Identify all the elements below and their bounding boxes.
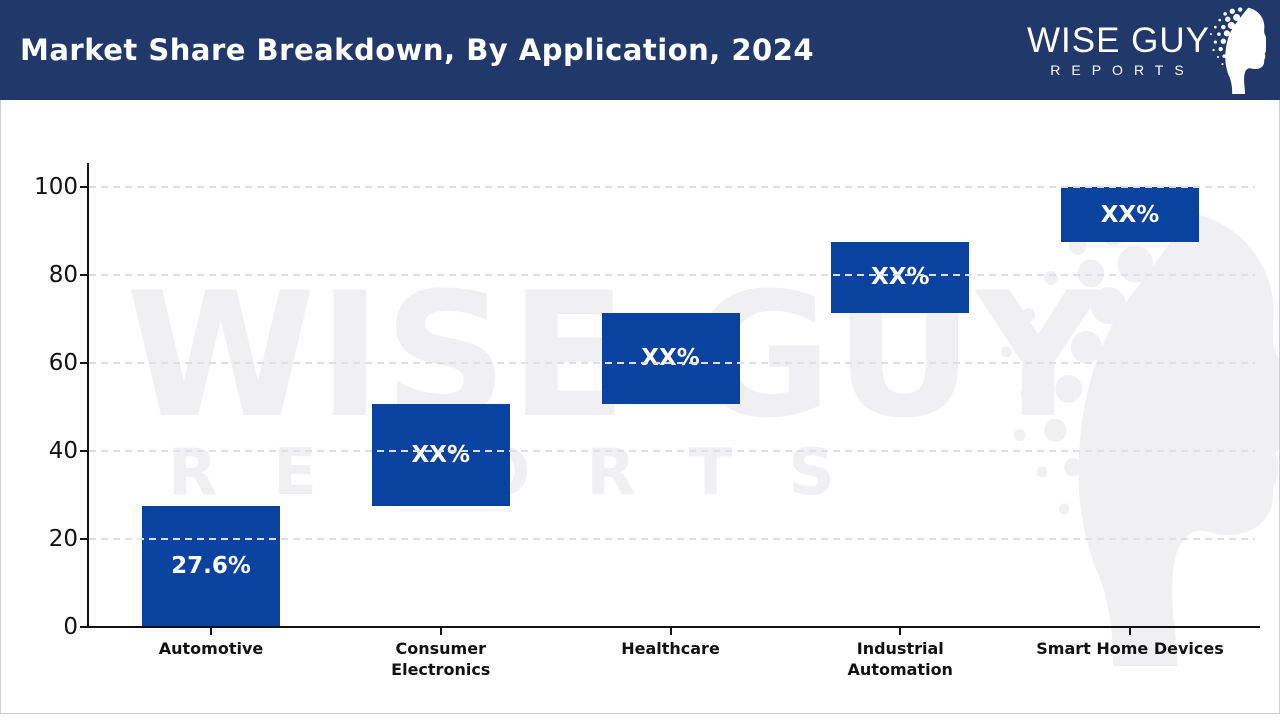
logo-text: WISE GUY REPORTS [1026,20,1210,79]
gridline [89,450,1255,452]
y-tick-label: 0 [63,614,78,640]
x-axis-tick [899,628,902,635]
page-title: Market Share Breakdown, By Application, … [20,33,815,67]
gridline [89,186,1255,188]
bar-automotive: 27.6% [142,505,280,627]
bar-value-label: XX% [411,441,470,468]
y-tick-label: 80 [48,262,78,288]
y-axis-tick [80,274,87,276]
x-tick-label: Healthcare [621,639,720,658]
gridline [89,362,1255,364]
logo-face-icon [1209,7,1266,94]
x-tick-label: Automotive [158,639,264,658]
y-tick-label: 60 [48,350,78,376]
y-axis-tick [80,626,87,628]
x-axis [87,626,1260,628]
y-axis-tick [80,450,87,452]
bar-value-label: 27.6% [171,553,251,580]
bar-value-label: XX% [641,345,700,372]
y-axis-tick [80,538,87,540]
logo-subtitle: REPORTS [1050,61,1195,78]
y-tick-label: 20 [48,526,78,552]
x-axis-tick [210,628,212,635]
y-tick-label: 40 [48,438,78,464]
x-axis-tick [669,628,672,635]
bar-value-label: XX% [1100,201,1160,228]
logo-wordmark: WISE GUY [1026,20,1210,60]
x-axis-tick [439,628,442,635]
y-axis-tick [80,186,87,188]
bar-smart-home-devices: XX% [1061,187,1199,242]
bar-healthcare: XX% [601,312,740,404]
y-axis [87,163,89,628]
bar-consumer-electronics: XX% [371,403,510,506]
header-bar: Market Share Breakdown, By Application, … [0,0,1280,100]
x-axis-tick [1129,628,1131,635]
wise-guy-logo: WISE GUY REPORTS [1027,6,1266,94]
bar-value-label: XX% [870,264,930,291]
gridline [89,274,1255,276]
y-tick-label: 100 [34,174,78,200]
y-axis-tick [80,362,87,364]
gridline [89,538,1255,540]
x-tick-label: Consumer Electronics [391,639,491,679]
x-tick-label: Industrial Automation [847,639,953,679]
bar-industrial-automation: XX% [831,242,970,313]
x-tick-label: Smart Home Devices [1036,639,1224,658]
